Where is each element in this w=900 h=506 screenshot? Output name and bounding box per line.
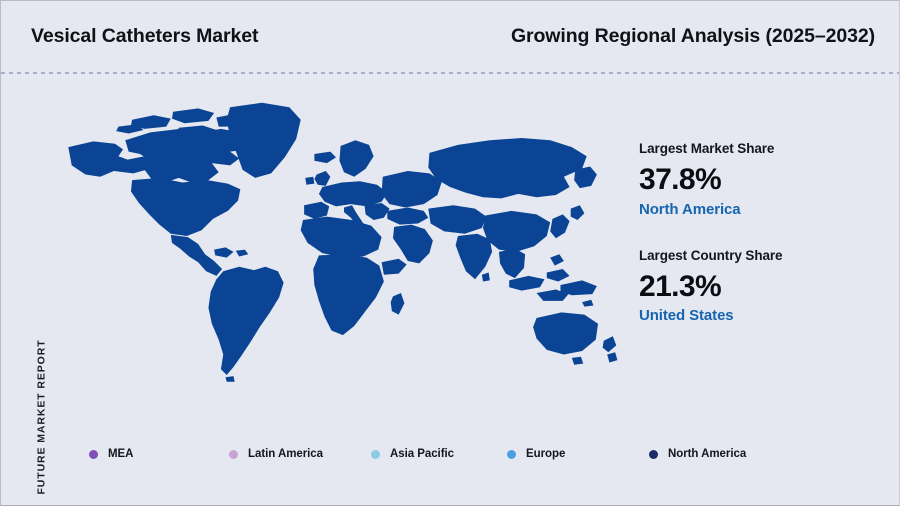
header-divider — [1, 72, 899, 74]
legend-item-label: North America — [668, 448, 747, 460]
legend-item-north-america[interactable]: North America — [649, 448, 746, 460]
legend-dot-icon — [507, 449, 516, 459]
stat-block-market-share: Largest Market Share 37.8% North America — [639, 141, 884, 218]
stat-label: Largest Market Share — [639, 141, 775, 156]
world-map-landmasses — [68, 102, 618, 382]
legend-item-europe[interactable]: Europe — [507, 448, 565, 460]
page-subtitle: Growing Regional Analysis (2025–2032) — [510, 25, 875, 47]
legend-item-asia-pacific[interactable]: Asia Pacific — [371, 448, 454, 460]
legend-item-latin-america[interactable]: Latin America — [229, 448, 323, 460]
legend-dot-icon — [649, 449, 658, 459]
legend-dot-icon — [371, 449, 380, 459]
stat-region: North America — [639, 200, 741, 218]
map-legend: MEA Latin America Asia Pacific Europe No… — [89, 448, 789, 468]
page-title: Vesical Catheters Market — [31, 25, 259, 47]
stat-region: United States — [639, 307, 734, 325]
stats-panel: Largest Market Share 37.8% North America… — [639, 141, 884, 324]
stat-value: 37.8% — [639, 163, 722, 196]
legend-item-label: Europe — [526, 448, 566, 460]
stat-block-country-share: Largest Country Share 21.3% United State… — [639, 248, 884, 325]
legend-item-label: Latin America — [248, 448, 323, 460]
legend-dot-icon — [89, 449, 98, 459]
stat-value: 21.3% — [639, 269, 722, 303]
legend-item-mea[interactable]: MEA — [89, 448, 133, 460]
world-map-svg — [68, 102, 618, 382]
brand-rail-label: FUTURE MARKET REPORT — [36, 339, 48, 495]
world-map — [59, 97, 629, 412]
legend-item-label: MEA — [108, 448, 134, 460]
brand-rail: FUTURE MARKET REPORT — [31, 233, 53, 494]
legend-item-label: Asia Pacific — [390, 448, 454, 460]
header: Vesical Catheters Market Growing Regiona… — [1, 1, 899, 72]
stat-label: Largest Country Share — [639, 247, 783, 263]
legend-dot-icon — [229, 449, 238, 459]
